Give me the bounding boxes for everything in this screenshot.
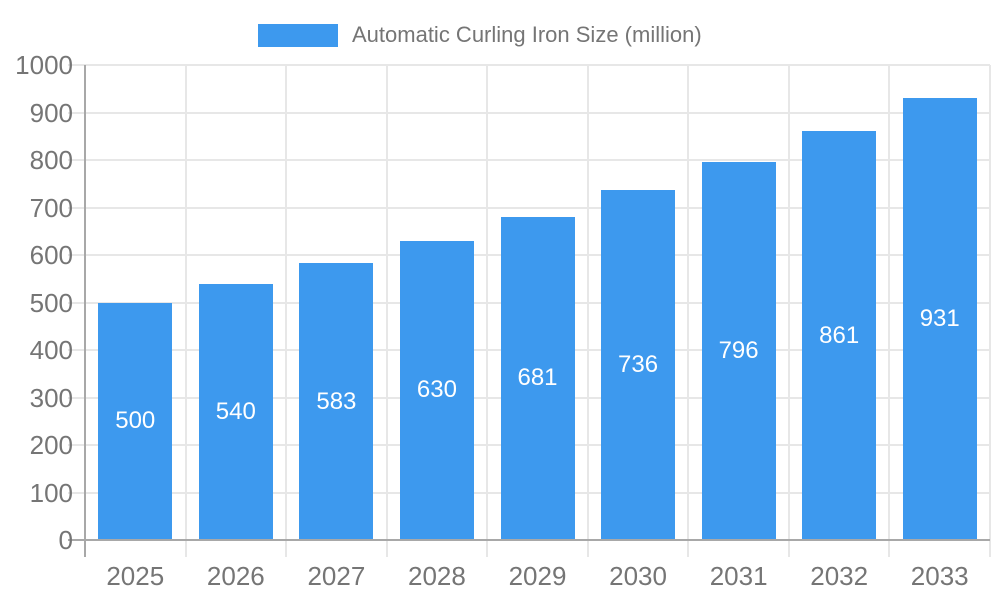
y-tick-label: 600	[29, 240, 73, 270]
gridline-v	[586, 65, 589, 557]
bar-value-label: 931	[919, 304, 960, 332]
bar-value-label: 861	[819, 321, 860, 349]
x-axis-line	[68, 539, 990, 541]
y-tick-label: 0	[58, 525, 73, 555]
y-tick-label: 200	[29, 430, 73, 460]
x-tick-label: 2030	[609, 561, 667, 591]
gridline-v	[486, 65, 489, 557]
y-tick-label: 400	[29, 335, 73, 365]
bar-value-label: 681	[517, 364, 558, 392]
bar-2030[interactable]	[601, 190, 676, 540]
y-tick-label: 800	[29, 145, 73, 175]
legend-swatch-icon	[258, 23, 338, 47]
bar-2031[interactable]	[701, 161, 776, 540]
y-tick-label: 900	[29, 97, 73, 128]
bar-value-label: 500	[115, 407, 156, 435]
x-tick-label: 2025	[106, 561, 165, 591]
gridline-v	[285, 65, 288, 557]
x-tick-label: 2027	[307, 561, 366, 591]
bar-2026[interactable]	[198, 283, 273, 540]
bar-2027[interactable]	[299, 263, 374, 540]
gridline-v	[687, 65, 690, 557]
gridline-v	[989, 65, 991, 557]
x-tick-label: 2033	[910, 561, 969, 591]
gridline-v	[385, 65, 388, 557]
gridline-v	[184, 65, 187, 557]
gridline-h	[68, 159, 990, 161]
legend-label: Automatic Curling Iron Size (million)	[352, 22, 702, 47]
bar-value-label: 540	[215, 397, 256, 425]
bar-2028[interactable]	[399, 240, 474, 540]
gridline-h	[68, 206, 990, 209]
gridline-v	[888, 65, 891, 557]
x-tick-label: 2028	[408, 561, 466, 591]
bar-2033[interactable]	[902, 97, 977, 540]
x-tick-label: 2026	[206, 561, 265, 591]
bar-value-label: 630	[416, 376, 457, 404]
x-tick-label: 2031	[709, 561, 768, 591]
legend-item[interactable]: Automatic Curling Iron Size (million)	[258, 22, 702, 48]
y-tick-label: 1000	[15, 50, 73, 80]
y-tick-label: 700	[29, 192, 73, 223]
bar-2029[interactable]	[500, 216, 575, 540]
bar-value-label: 736	[618, 351, 659, 379]
y-tick-label: 500	[29, 287, 73, 318]
bar-value-label: 583	[316, 387, 357, 415]
y-axis-line	[84, 65, 86, 557]
x-tick-label: 2032	[810, 561, 869, 591]
bar-2032[interactable]	[802, 131, 877, 540]
x-tick-label: 2029	[508, 561, 567, 591]
y-tick-label: 100	[29, 477, 73, 508]
gridline-h	[68, 64, 990, 66]
y-tick-label: 300	[29, 382, 73, 413]
gridline-h	[68, 111, 990, 114]
gridline-v	[787, 65, 790, 557]
bar-value-label: 796	[718, 336, 759, 364]
bar-2025[interactable]	[98, 302, 173, 540]
